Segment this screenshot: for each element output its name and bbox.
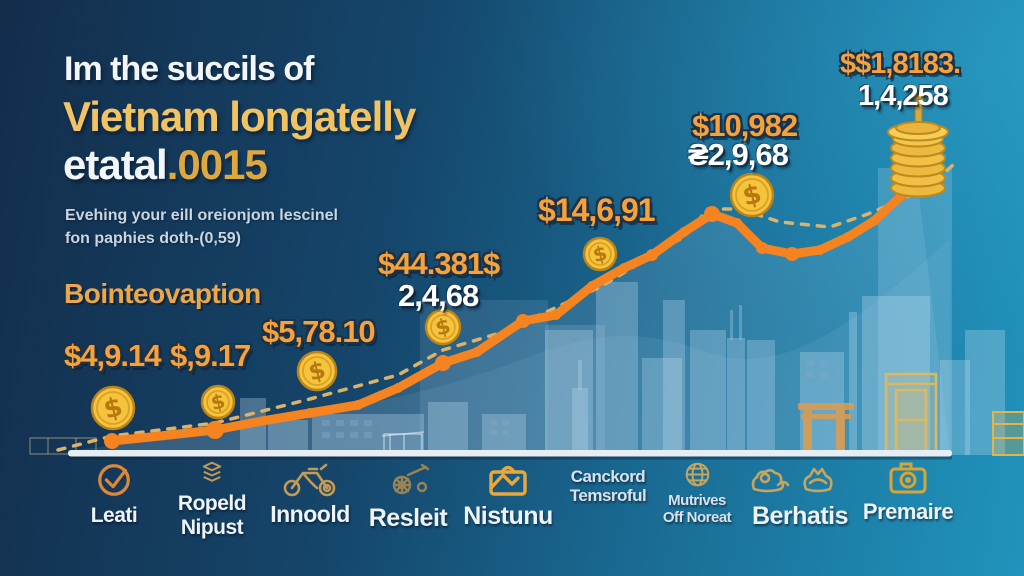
- dollar-coin-icon: $: [90, 385, 136, 431]
- line-dot: [646, 249, 658, 261]
- line-dot: [353, 400, 363, 410]
- svg-text:$: $: [590, 240, 609, 267]
- chart-value-label: 1,4,258: [858, 80, 949, 112]
- title-line-3-white: etatal: [63, 141, 168, 188]
- chart-value-label: ₴2,9,68: [688, 137, 789, 172]
- footer-item-berhatis: Berhatis: [742, 461, 858, 530]
- axis-baseline: [68, 450, 952, 460]
- gold-corner-building: [992, 411, 1024, 456]
- footer-item-mutrives: Mutrives Off Noreat: [652, 461, 742, 527]
- footer-item-label: Off Noreat: [662, 508, 732, 526]
- svg-text:$: $: [433, 314, 453, 342]
- footer-item-canckord: Canckord Temsroful: [558, 461, 658, 505]
- footer-item-label: Nistunu: [463, 502, 553, 530]
- subtitle: Evehing your eill oreionjom lescinel fon…: [65, 204, 338, 250]
- footer-item-label: Canckord: [570, 467, 646, 486]
- chart-value-label: $14,6,91: [538, 192, 656, 228]
- chart-value-label: $10,982: [692, 108, 798, 143]
- chart-value-label: $4,9.14: [64, 338, 161, 373]
- cannon-icon: [392, 463, 430, 495]
- chart-value-label: $44.381$: [378, 246, 500, 281]
- dollar-coin-icon: $: [582, 236, 618, 272]
- globe-icon: [685, 462, 709, 487]
- dollar-coin-icon: $: [729, 172, 775, 218]
- title-line-3: etatal.0015: [63, 141, 268, 189]
- subtitle-line-1: Evehing your eill oreionjom lescinel: [65, 207, 338, 224]
- line-dot: [704, 206, 720, 222]
- section-label: Bointeovaption: [64, 278, 261, 309]
- dollar-coin-icon: $: [424, 308, 462, 346]
- line-dot: [785, 247, 799, 261]
- layers-icon: [202, 461, 222, 482]
- footer-item-label: Ropeld: [177, 492, 247, 515]
- line-dot: [732, 218, 742, 228]
- chart-value-label: $,9.17: [170, 338, 251, 373]
- footer-item-ropeld-nipust: Ropeld Nipust: [163, 461, 261, 539]
- background-swoosh: [68, 238, 950, 451]
- growth-line: [107, 181, 923, 446]
- footer-item-leati: Leati: [66, 461, 162, 528]
- coin-markers: $ $ $ $ $ $: [90, 172, 775, 431]
- chart-value-label: $5,78.10: [262, 314, 376, 349]
- footer-item-label: Temsroful: [569, 486, 647, 506]
- line-dot: [869, 216, 879, 226]
- line-dots: [104, 192, 905, 449]
- satchel-icon: [489, 465, 527, 496]
- line-dot: [679, 227, 689, 237]
- footer-item-label: Premaire: [862, 499, 954, 524]
- torii-gate: [798, 403, 854, 455]
- footer-item-label: Berhatis: [751, 502, 849, 530]
- footer-item-label: Innoold: [270, 501, 350, 527]
- dollar-coin-icon: $: [200, 384, 236, 420]
- line-dot: [551, 310, 561, 320]
- line-dot: [843, 232, 853, 242]
- line-dot: [815, 245, 825, 255]
- check-circle-icon: [98, 464, 130, 496]
- chart-value-label: $$1,8183.: [840, 48, 961, 80]
- line-dot: [104, 433, 120, 449]
- footer-item-label: Mutrives: [668, 492, 726, 509]
- area-fill: [112, 186, 950, 452]
- footer-item-nistunu: Nistunu: [456, 461, 560, 530]
- line-dot: [305, 408, 315, 418]
- title-line-3-gold: .0015: [166, 141, 268, 188]
- footer-item-premaire: Premaire: [858, 461, 958, 525]
- svg-text:$: $: [306, 355, 329, 386]
- subtitle-line-2: fon paphies doth-(0,59): [65, 230, 241, 248]
- line-dot: [516, 314, 530, 328]
- footer-item-label: Nipust: [180, 515, 244, 539]
- footer-item-label: Leati: [90, 504, 138, 527]
- footer-item-label: Resleit: [368, 504, 448, 532]
- coin-stack: [887, 88, 949, 198]
- title-line-1: Im the succils of: [64, 50, 314, 88]
- crowns-icon: [751, 467, 833, 493]
- line-dot: [587, 281, 597, 291]
- line-dot: [435, 355, 451, 371]
- line-dot: [619, 263, 629, 273]
- line-dot: [756, 242, 768, 254]
- footer-item-innoold: Innoold: [260, 461, 360, 528]
- dollar-coin-icon: $: [296, 350, 338, 392]
- line-dot: [393, 383, 403, 393]
- line-dot: [206, 421, 224, 439]
- line-dot: [472, 347, 482, 357]
- motorcycle-icon: [283, 463, 336, 497]
- footer-item-resleit: Resleit: [358, 461, 458, 532]
- svg-text:$: $: [208, 388, 227, 415]
- chart-value-label: 2,4,68: [398, 278, 479, 313]
- gold-gate-building: [884, 372, 938, 456]
- camera-icon: [889, 462, 927, 494]
- title-line-2: Vietnam longatelly: [63, 93, 416, 140]
